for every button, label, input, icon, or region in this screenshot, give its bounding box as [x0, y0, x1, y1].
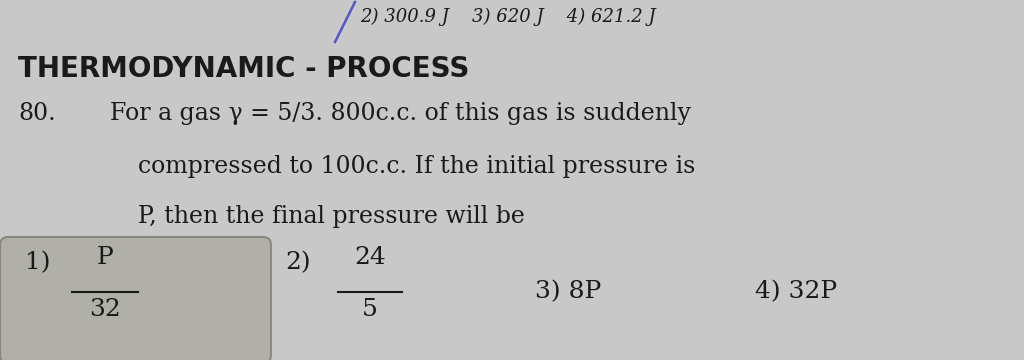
Text: 2): 2): [285, 252, 310, 274]
Text: 32: 32: [89, 298, 121, 321]
Text: 80.: 80.: [18, 102, 55, 125]
Text: 24: 24: [354, 247, 386, 270]
Text: compressed to 100c.c. If the initial pressure is: compressed to 100c.c. If the initial pre…: [138, 155, 695, 178]
Text: P: P: [96, 247, 114, 270]
Text: THERMODYNAMIC - PROCESS: THERMODYNAMIC - PROCESS: [18, 55, 469, 83]
Text: 3) 8P: 3) 8P: [535, 280, 601, 303]
Text: 2) 300.9 J    3) 620 J    4) 621.2 J: 2) 300.9 J 3) 620 J 4) 621.2 J: [360, 8, 655, 26]
Text: 5: 5: [362, 298, 378, 321]
Text: 1): 1): [25, 252, 50, 274]
Text: P, then the final pressure will be: P, then the final pressure will be: [138, 205, 525, 228]
FancyBboxPatch shape: [0, 237, 271, 360]
Text: 4) 32P: 4) 32P: [755, 280, 838, 303]
Text: For a gas γ = 5/3. 800c.c. of this gas is suddenly: For a gas γ = 5/3. 800c.c. of this gas i…: [110, 102, 691, 125]
